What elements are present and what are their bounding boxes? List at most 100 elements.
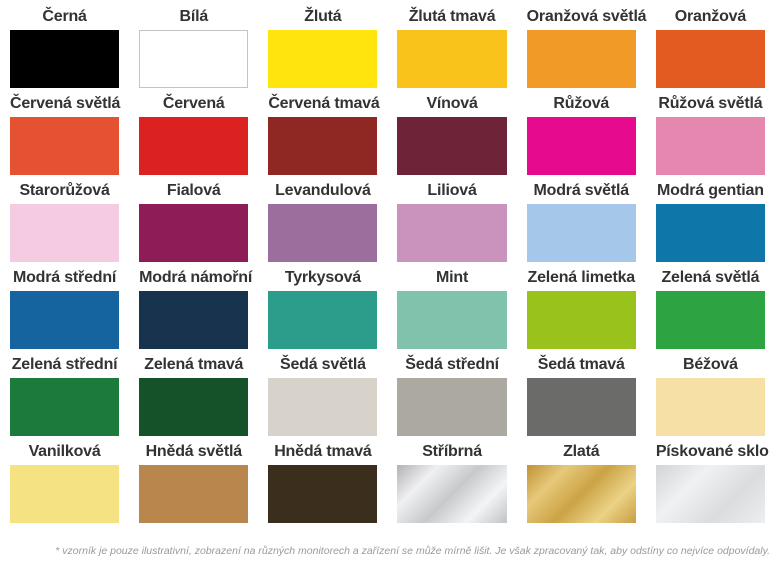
swatch-label: Bílá xyxy=(179,8,209,25)
swatch-cell: Béžová xyxy=(655,354,765,436)
swatch-cell: Starorůžová xyxy=(10,180,120,262)
swatch-label: Starorůžová xyxy=(19,182,110,199)
swatch-cell: Tyrkysová xyxy=(268,267,378,349)
swatch-cell: Šedá světlá xyxy=(268,354,378,436)
swatch-cell: Červená tmavá xyxy=(268,93,380,175)
swatch-label: Růžová xyxy=(553,95,610,112)
swatch-cell: Oranžová xyxy=(655,6,765,88)
swatch-cell: Růžová světlá xyxy=(655,93,765,175)
color-swatch xyxy=(10,117,120,175)
color-swatch xyxy=(526,204,636,262)
swatch-cell: Mint xyxy=(397,267,507,349)
swatch-label: Černá xyxy=(42,8,87,25)
swatch-cell: Hnědá světlá xyxy=(139,441,249,523)
swatch-cell: Zelená světlá xyxy=(655,267,765,349)
color-swatch xyxy=(655,204,765,262)
swatch-label: Žlutá xyxy=(304,8,342,25)
swatch-label: Červená tmavá xyxy=(268,95,380,112)
color-swatch xyxy=(655,291,765,349)
color-swatch xyxy=(526,117,636,175)
swatch-cell: Šedá tmavá xyxy=(526,354,636,436)
swatch-label: Mint xyxy=(436,269,469,286)
swatch-label: Hnědá tmavá xyxy=(274,443,372,460)
swatch-label: Modrá gentian xyxy=(657,182,764,199)
swatch-label: Šedá světlá xyxy=(279,356,366,373)
color-swatch xyxy=(10,378,120,436)
swatch-cell: Červená světlá xyxy=(10,93,121,175)
swatch-label: Růžová světlá xyxy=(658,95,763,112)
swatch-label: Šedá střední xyxy=(405,356,499,373)
swatch-cell: Oranžová světlá xyxy=(526,6,647,88)
color-swatch xyxy=(655,117,765,175)
swatch-label: Modrá námořní xyxy=(139,269,253,286)
swatch-cell: Zelená tmavá xyxy=(139,354,249,436)
color-swatch xyxy=(397,378,507,436)
color-swatch xyxy=(397,30,507,88)
swatch-label: Liliová xyxy=(427,182,477,199)
color-swatch xyxy=(526,30,636,88)
swatch-label: Šedá tmavá xyxy=(537,356,625,373)
swatch-cell: Hnědá tmavá xyxy=(268,441,378,523)
color-swatch xyxy=(655,378,765,436)
swatch-label: Zlatá xyxy=(563,443,600,460)
swatch-cell: Stříbrná xyxy=(397,441,507,523)
swatch-cell: Modrá střední xyxy=(10,267,120,349)
color-swatch xyxy=(655,465,765,523)
swatch-label: Oranžová xyxy=(674,8,747,25)
swatch-label: Tyrkysová xyxy=(284,269,361,286)
swatch-label: Fialová xyxy=(166,182,221,199)
color-swatch xyxy=(397,204,507,262)
swatch-label: Pískované sklo xyxy=(655,443,769,460)
color-swatch xyxy=(139,204,249,262)
color-swatch xyxy=(268,378,378,436)
color-swatch xyxy=(268,291,378,349)
color-swatch xyxy=(397,291,507,349)
swatch-cell: Růžová xyxy=(526,93,636,175)
swatch-label: Hnědá světlá xyxy=(145,443,243,460)
footer-disclaimer: * vzorník je pouze ilustrativní, zobraze… xyxy=(55,545,770,557)
color-swatch xyxy=(268,117,378,175)
swatch-cell: Červená xyxy=(139,93,249,175)
swatch-cell: Šedá střední xyxy=(397,354,507,436)
swatch-label: Modrá světlá xyxy=(533,182,630,199)
swatch-label: Modrá střední xyxy=(12,269,117,286)
swatch-cell: Modrá světlá xyxy=(526,180,636,262)
swatch-label: Béžová xyxy=(682,356,738,373)
color-swatch xyxy=(268,30,378,88)
swatch-cell: Zelená střední xyxy=(10,354,120,436)
swatch-cell: Fialová xyxy=(139,180,249,262)
color-swatch xyxy=(139,378,249,436)
color-swatch xyxy=(655,30,765,88)
swatch-cell: Žlutá xyxy=(268,6,378,88)
swatch-cell: Žlutá tmavá xyxy=(397,6,507,88)
color-swatch xyxy=(10,291,120,349)
color-swatch-grid: Černá Bílá Žlutá Žlutá tmavá Oranžová sv… xyxy=(10,6,769,523)
color-swatch xyxy=(139,291,249,349)
swatch-label: Zelená limetka xyxy=(527,269,636,286)
swatch-label: Zelená světlá xyxy=(661,269,760,286)
color-swatch xyxy=(526,291,636,349)
swatch-cell: Zelená limetka xyxy=(526,267,636,349)
color-swatch xyxy=(526,465,636,523)
swatch-cell: Bílá xyxy=(139,6,249,88)
swatch-label: Levandulová xyxy=(275,182,371,199)
swatch-label: Oranžová světlá xyxy=(526,8,647,25)
swatch-label: Vínová xyxy=(426,95,478,112)
swatch-label: Červená xyxy=(162,95,225,112)
color-swatch xyxy=(268,204,378,262)
swatch-label: Zelená střední xyxy=(11,356,118,373)
swatch-cell: Pískované sklo xyxy=(655,441,769,523)
swatch-label: Vanilková xyxy=(28,443,101,460)
color-swatch xyxy=(10,204,120,262)
swatch-label: Stříbrná xyxy=(422,443,482,460)
swatch-cell: Zlatá xyxy=(526,441,636,523)
swatch-cell: Vínová xyxy=(397,93,507,175)
swatch-cell: Modrá gentian xyxy=(655,180,765,262)
swatch-label: Žlutá tmavá xyxy=(408,8,496,25)
color-swatch xyxy=(139,117,249,175)
color-swatch xyxy=(10,465,120,523)
swatch-cell: Vanilková xyxy=(10,441,120,523)
swatch-cell: Levandulová xyxy=(268,180,378,262)
swatch-cell: Černá xyxy=(10,6,120,88)
swatch-label: Červená světlá xyxy=(10,95,121,112)
